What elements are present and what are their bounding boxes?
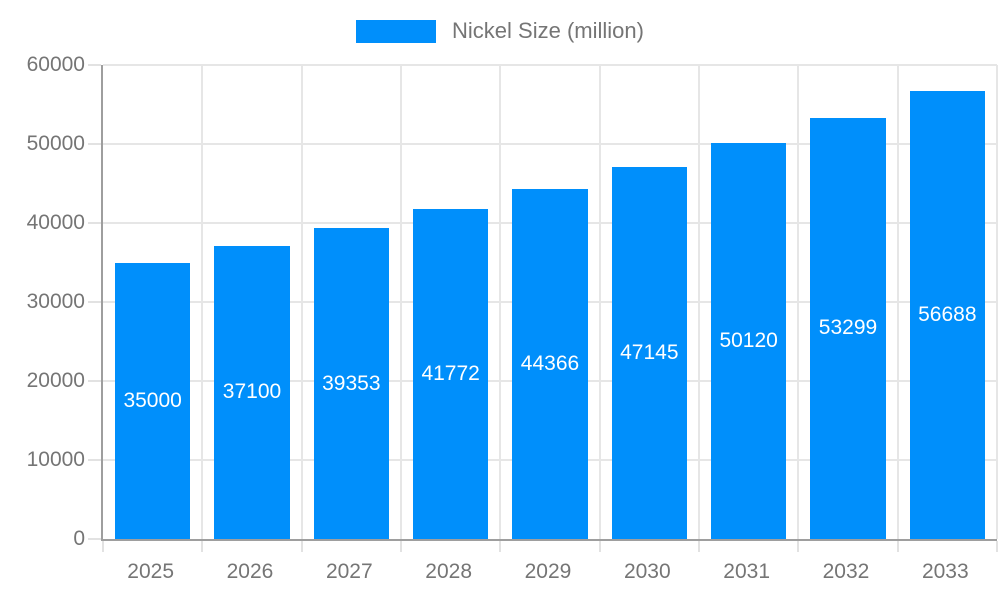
x-tick-mark <box>598 541 601 552</box>
x-tick-label: 2027 <box>325 560 373 583</box>
bar-value-label: 39353 <box>322 371 381 395</box>
legend[interactable]: Nickel Size (million) <box>0 17 1000 45</box>
gridline-vertical <box>996 65 998 539</box>
bar-value-label: 37100 <box>222 380 282 404</box>
y-tick-mark <box>88 379 101 382</box>
bar-value-label: 44366 <box>520 351 580 375</box>
y-tick-label: 30000 <box>26 290 85 313</box>
bar-2027[interactable]: 39353 <box>313 228 390 539</box>
y-tick-label: 50000 <box>26 131 85 155</box>
x-tick-mark <box>399 541 402 552</box>
x-tick-mark <box>201 541 204 552</box>
x-tick-mark <box>797 541 800 552</box>
y-tick-mark <box>88 459 101 461</box>
y-tick-mark <box>88 64 101 66</box>
plot-area: 35000 37100 39353 41772 44366 47145 50120 53299… <box>88 64 998 552</box>
bar-2032[interactable]: 53299 <box>810 117 886 539</box>
gridline-vertical <box>896 65 899 539</box>
y-tick-mark <box>88 221 101 224</box>
y-tick-label: 20000 <box>26 368 85 392</box>
gridline-vertical <box>201 65 204 539</box>
gridline-vertical <box>499 65 502 539</box>
y-tick-mark <box>88 538 101 540</box>
x-tick-label: 2025 <box>127 560 175 583</box>
x-tick-label: 2030 <box>623 560 671 583</box>
x-tick-label: 2032 <box>822 560 870 583</box>
bar-value-label: 35000 <box>123 388 182 412</box>
x-axis: 2025 2026 2027 2028 2029 2030 2031 2032 2033 <box>101 560 995 590</box>
bar-value-label: 56688 <box>918 303 977 327</box>
legend-label: Nickel Size (million) <box>452 18 644 43</box>
gridline-vertical <box>598 65 601 539</box>
x-tick-label: 2033 <box>921 560 969 583</box>
y-tick-label: 60000 <box>26 53 85 76</box>
gridline-vertical <box>697 65 700 539</box>
bar-2030[interactable]: 47145 <box>611 166 688 539</box>
x-tick-mark <box>300 541 303 552</box>
gridline-horizontal <box>103 142 997 145</box>
x-tick-label: 2028 <box>425 560 472 583</box>
x-tick-mark <box>499 541 502 552</box>
x-tick-label: 2029 <box>524 560 572 583</box>
bar-value-label: 41772 <box>421 362 480 385</box>
bar-2026[interactable]: 37100 <box>214 245 290 539</box>
y-tick-mark <box>88 142 101 145</box>
x-tick-label: 2026 <box>226 560 274 583</box>
x-tick-mark <box>697 541 700 552</box>
bar-value-label: 53299 <box>818 316 878 340</box>
x-tick-mark <box>996 541 998 552</box>
y-axis: 0 10000 20000 30000 40000 50000 60000 <box>0 53 85 550</box>
gridline-vertical <box>399 65 402 539</box>
bar-2025[interactable]: 35000 <box>114 262 191 539</box>
legend-swatch-icon <box>356 19 437 43</box>
y-tick-label: 10000 <box>26 448 85 471</box>
gridline-vertical <box>300 65 303 539</box>
bar-value-label: 50120 <box>719 329 778 353</box>
bar-2029[interactable]: 44366 <box>512 188 588 539</box>
y-tick-label: 40000 <box>26 210 85 234</box>
bar-value-label: 47145 <box>620 340 679 364</box>
x-tick-mark <box>896 541 899 552</box>
bar-2033[interactable]: 56688 <box>909 91 986 539</box>
gridline-vertical <box>797 65 800 539</box>
y-tick-label: 0 <box>73 527 85 550</box>
gridline-horizontal <box>103 64 997 66</box>
y-tick-mark <box>88 301 101 303</box>
bar-2028[interactable]: 41772 <box>412 209 489 539</box>
x-tick-label: 2031 <box>723 560 770 583</box>
bar-2031[interactable]: 50120 <box>710 143 787 539</box>
x-tick-mark <box>102 541 104 552</box>
